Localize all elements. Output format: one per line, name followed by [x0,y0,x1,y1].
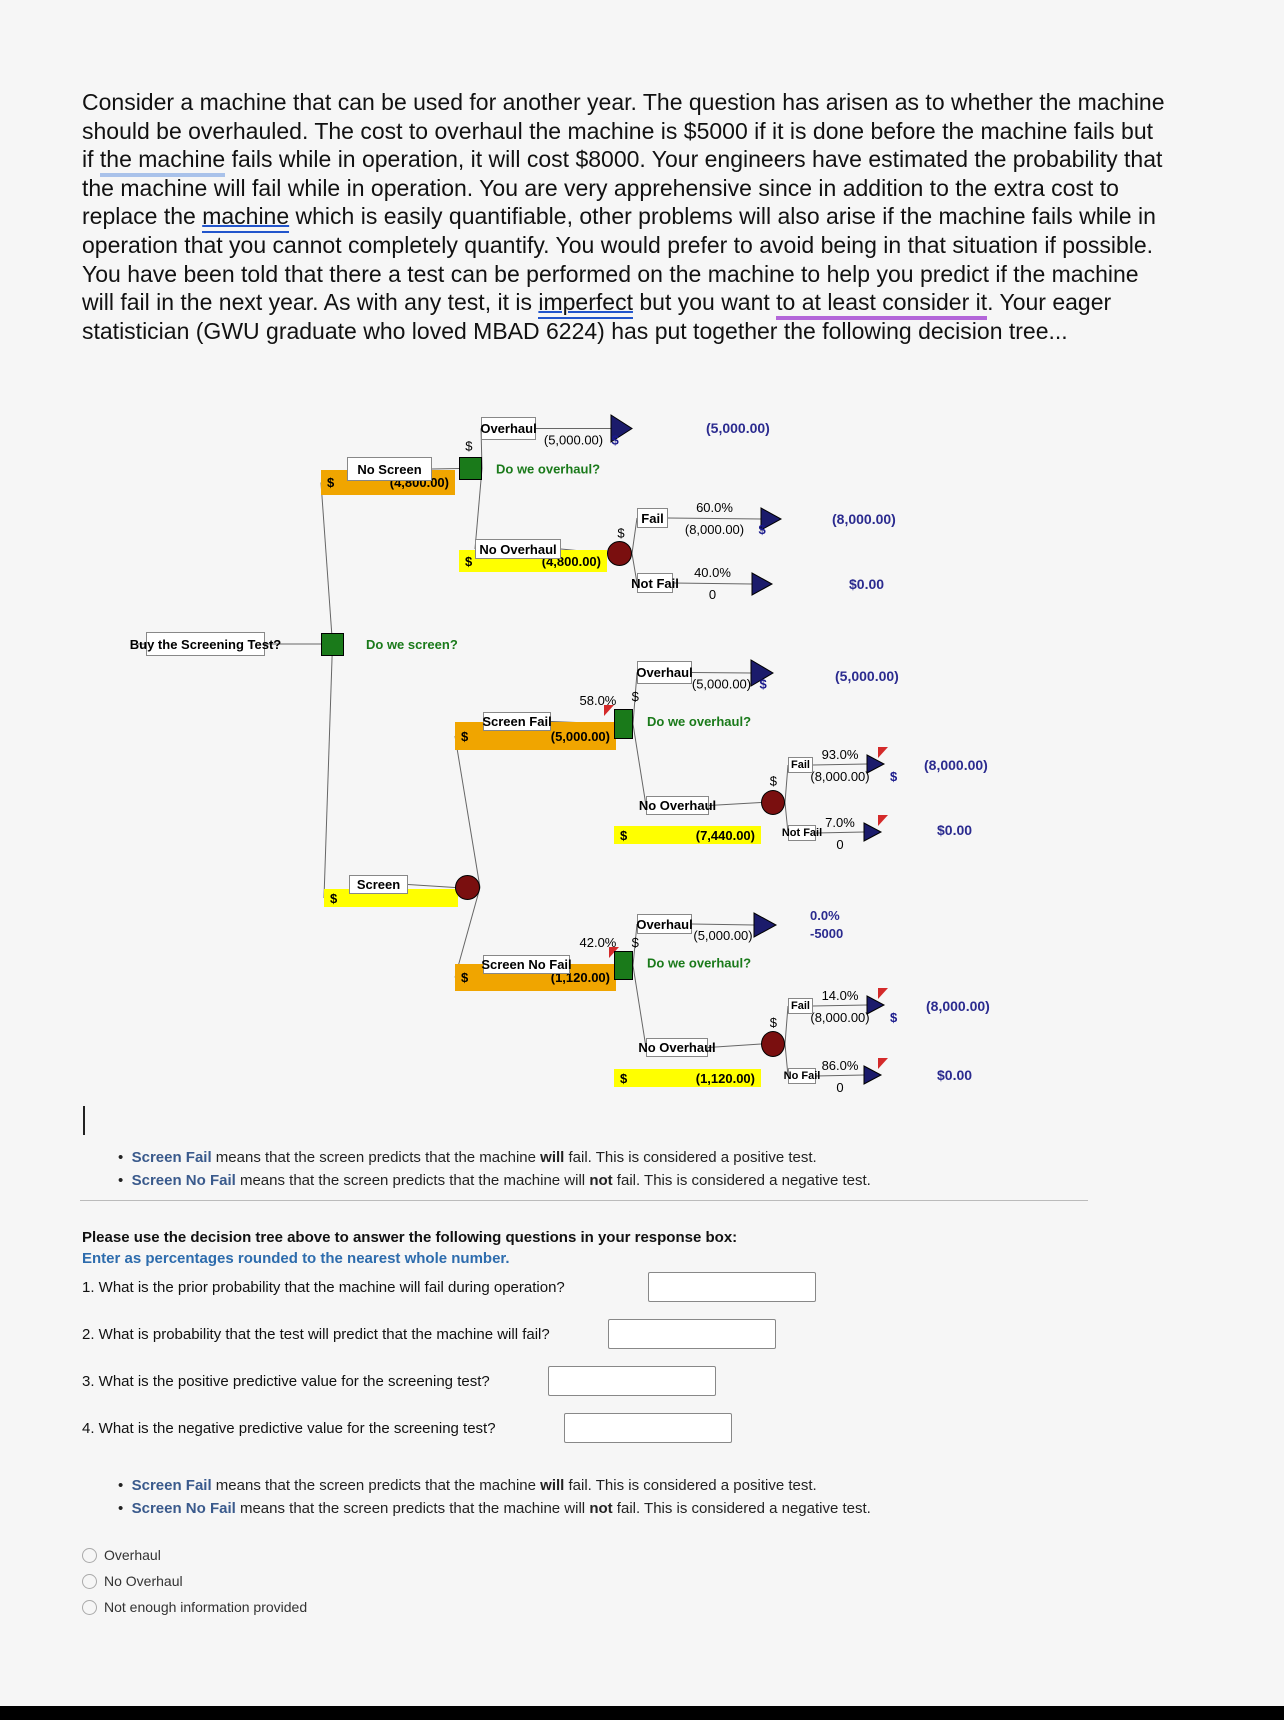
svg-text:(5,000.00): (5,000.00) [544,433,603,448]
svg-text:Do we overhaul?: Do we overhaul? [647,714,751,729]
svg-text:14.0%: 14.0% [822,988,859,1003]
svg-text:(8,000.00): (8,000.00) [685,522,744,537]
svg-text:60.0%: 60.0% [696,500,733,515]
svg-text:$: $ [759,522,767,537]
svg-text:Do we overhaul?: Do we overhaul? [647,956,751,971]
svg-text:$: $ [632,689,640,704]
svg-text:(8,000.00): (8,000.00) [810,1010,869,1025]
svg-text:$: $ [890,1010,898,1025]
svg-text:$: $ [617,526,625,541]
svg-text:0: 0 [836,1080,843,1095]
svg-text:(8,000.00): (8,000.00) [924,757,988,773]
svg-text:(5,000.00): (5,000.00) [692,677,751,692]
svg-text:58.0%: 58.0% [580,693,617,708]
svg-text:$: $ [770,1015,778,1030]
svg-text:$0.00: $0.00 [937,822,972,838]
svg-text:(5,000.00): (5,000.00) [706,420,770,436]
svg-text:93.0%: 93.0% [822,747,859,762]
svg-text:0: 0 [836,837,843,852]
svg-text:$0.00: $0.00 [849,576,884,592]
svg-text:$: $ [770,774,778,789]
svg-text:$: $ [612,433,620,448]
svg-text:86.0%: 86.0% [822,1058,859,1073]
svg-text:$0.00: $0.00 [937,1067,972,1083]
svg-text:40.0%: 40.0% [694,565,731,580]
svg-text:(8,000.00): (8,000.00) [832,511,896,527]
svg-text:$: $ [890,769,898,784]
svg-text:42.0%: 42.0% [580,935,617,950]
svg-text:0: 0 [709,587,716,602]
svg-text:Do we screen?: Do we screen? [366,637,458,652]
svg-text:Do we overhaul?: Do we overhaul? [496,462,600,477]
svg-text:-5000: -5000 [810,926,843,941]
svg-text:$: $ [760,677,768,692]
svg-text:7.0%: 7.0% [825,815,855,830]
svg-text:0.0%: 0.0% [810,908,840,923]
svg-text:(8,000.00): (8,000.00) [810,769,869,784]
svg-text:(5,000.00): (5,000.00) [835,668,899,684]
svg-text:$: $ [465,439,473,454]
svg-text:$: $ [632,935,640,950]
svg-text:(8,000.00): (8,000.00) [926,998,990,1014]
svg-text:(5,000.00): (5,000.00) [693,928,752,943]
